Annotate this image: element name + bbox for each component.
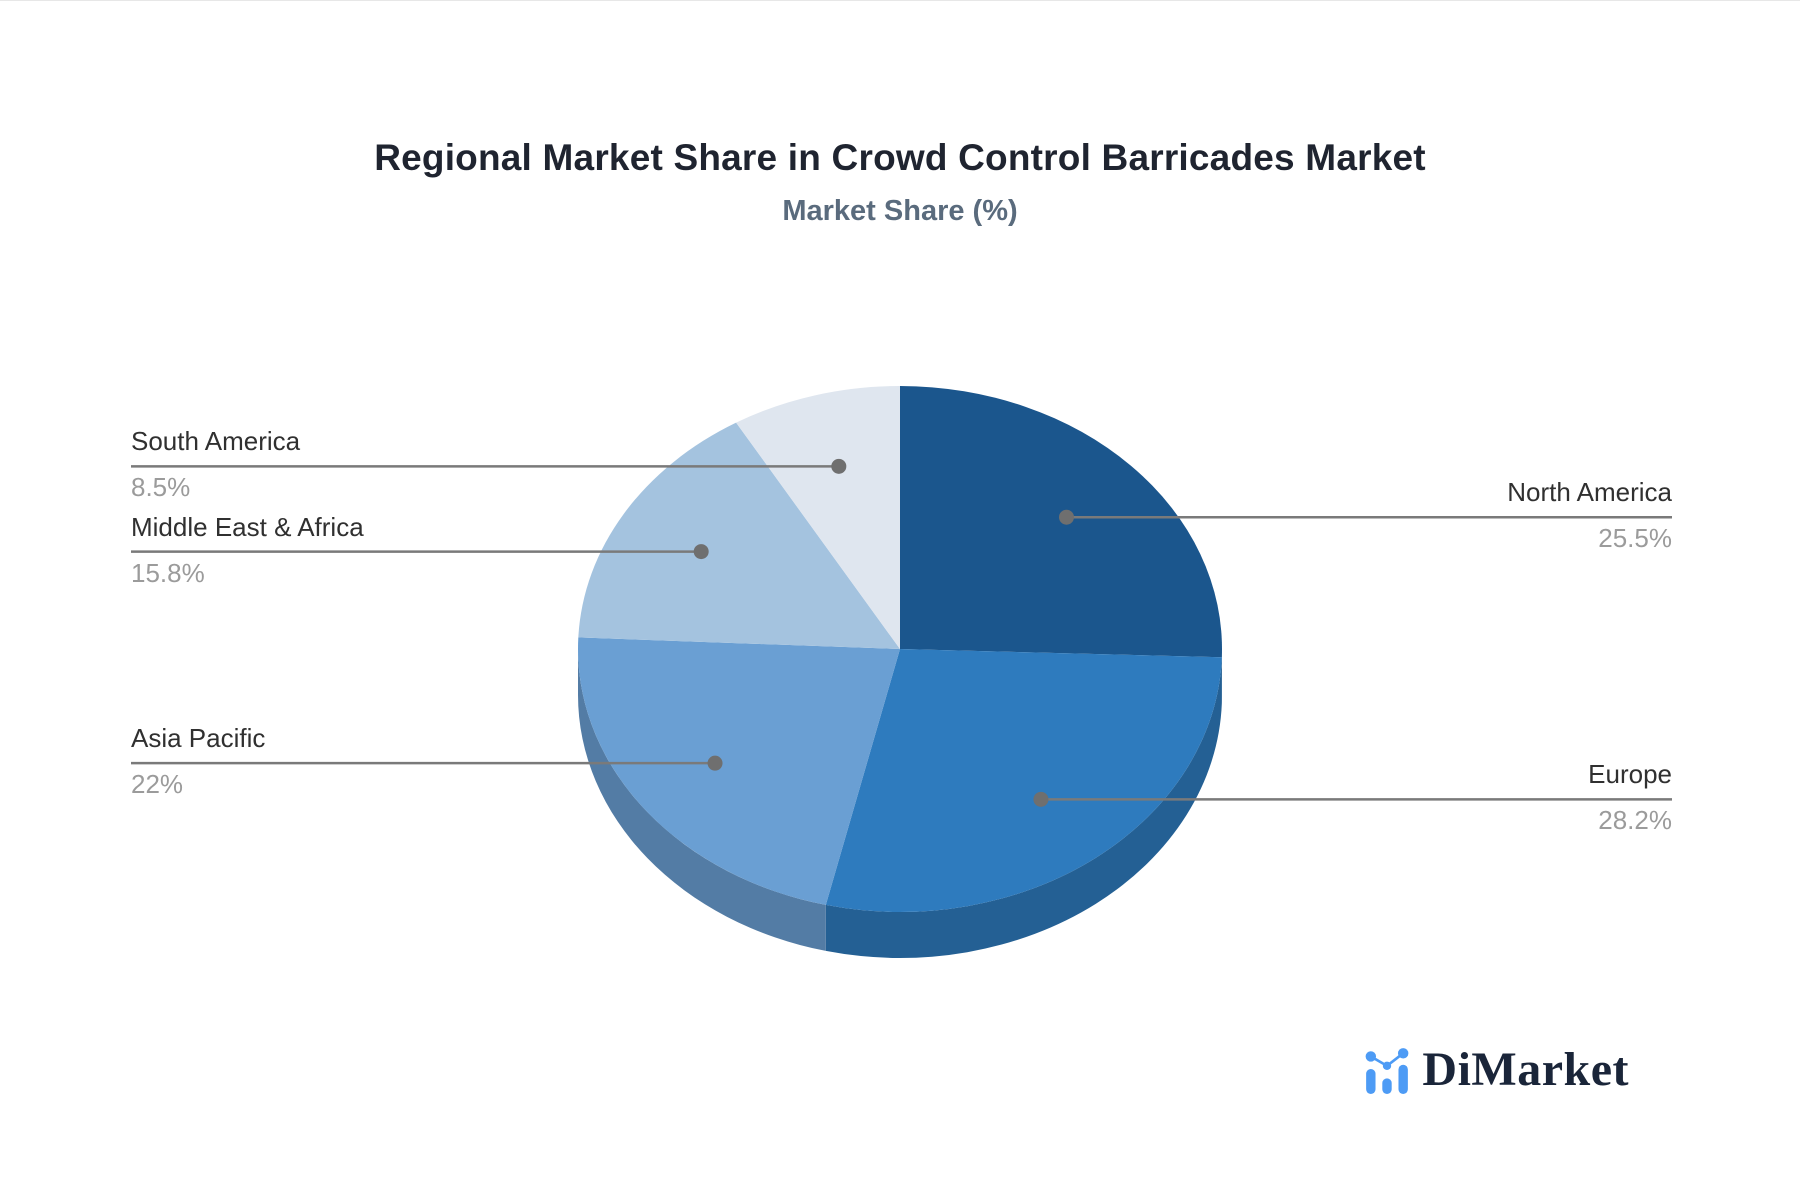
- slice-label-value: 15.8%: [131, 558, 364, 588]
- bar-line-chart-icon: [1364, 1046, 1410, 1094]
- leader-dot-north-america: [1059, 510, 1074, 525]
- slice-label-south-america: South America 8.5%: [131, 426, 300, 502]
- leader-dot-south-america: [831, 459, 846, 474]
- leader-dot-europe: [1033, 792, 1048, 807]
- leader-dot-asia-pacific: [708, 756, 723, 771]
- logo-text: DiMarket: [1422, 1042, 1629, 1097]
- slice-label-name: North America: [1507, 477, 1672, 507]
- slice-label-value: 8.5%: [131, 472, 300, 502]
- slice-label-value: 28.2%: [1588, 805, 1672, 835]
- slice-label-value: 22%: [131, 769, 265, 799]
- slice-label-name: South America: [131, 426, 300, 456]
- slice-label-europe: Europe 28.2%: [1588, 759, 1672, 835]
- dimarket-logo: DiMarket: [1364, 1042, 1629, 1097]
- slice-label-value: 25.5%: [1507, 523, 1672, 553]
- slice-label-middle-east-africa: Middle East & Africa 15.8%: [131, 512, 364, 588]
- slice-label-name: Europe: [1588, 759, 1672, 789]
- slice-label-north-america: North America 25.5%: [1507, 477, 1672, 553]
- leader-dot-middle-east-africa: [694, 544, 709, 559]
- slice-label-name: Asia Pacific: [131, 723, 265, 753]
- slice-label-asia-pacific: Asia Pacific 22%: [131, 723, 265, 799]
- slice-label-name: Middle East & Africa: [131, 512, 364, 542]
